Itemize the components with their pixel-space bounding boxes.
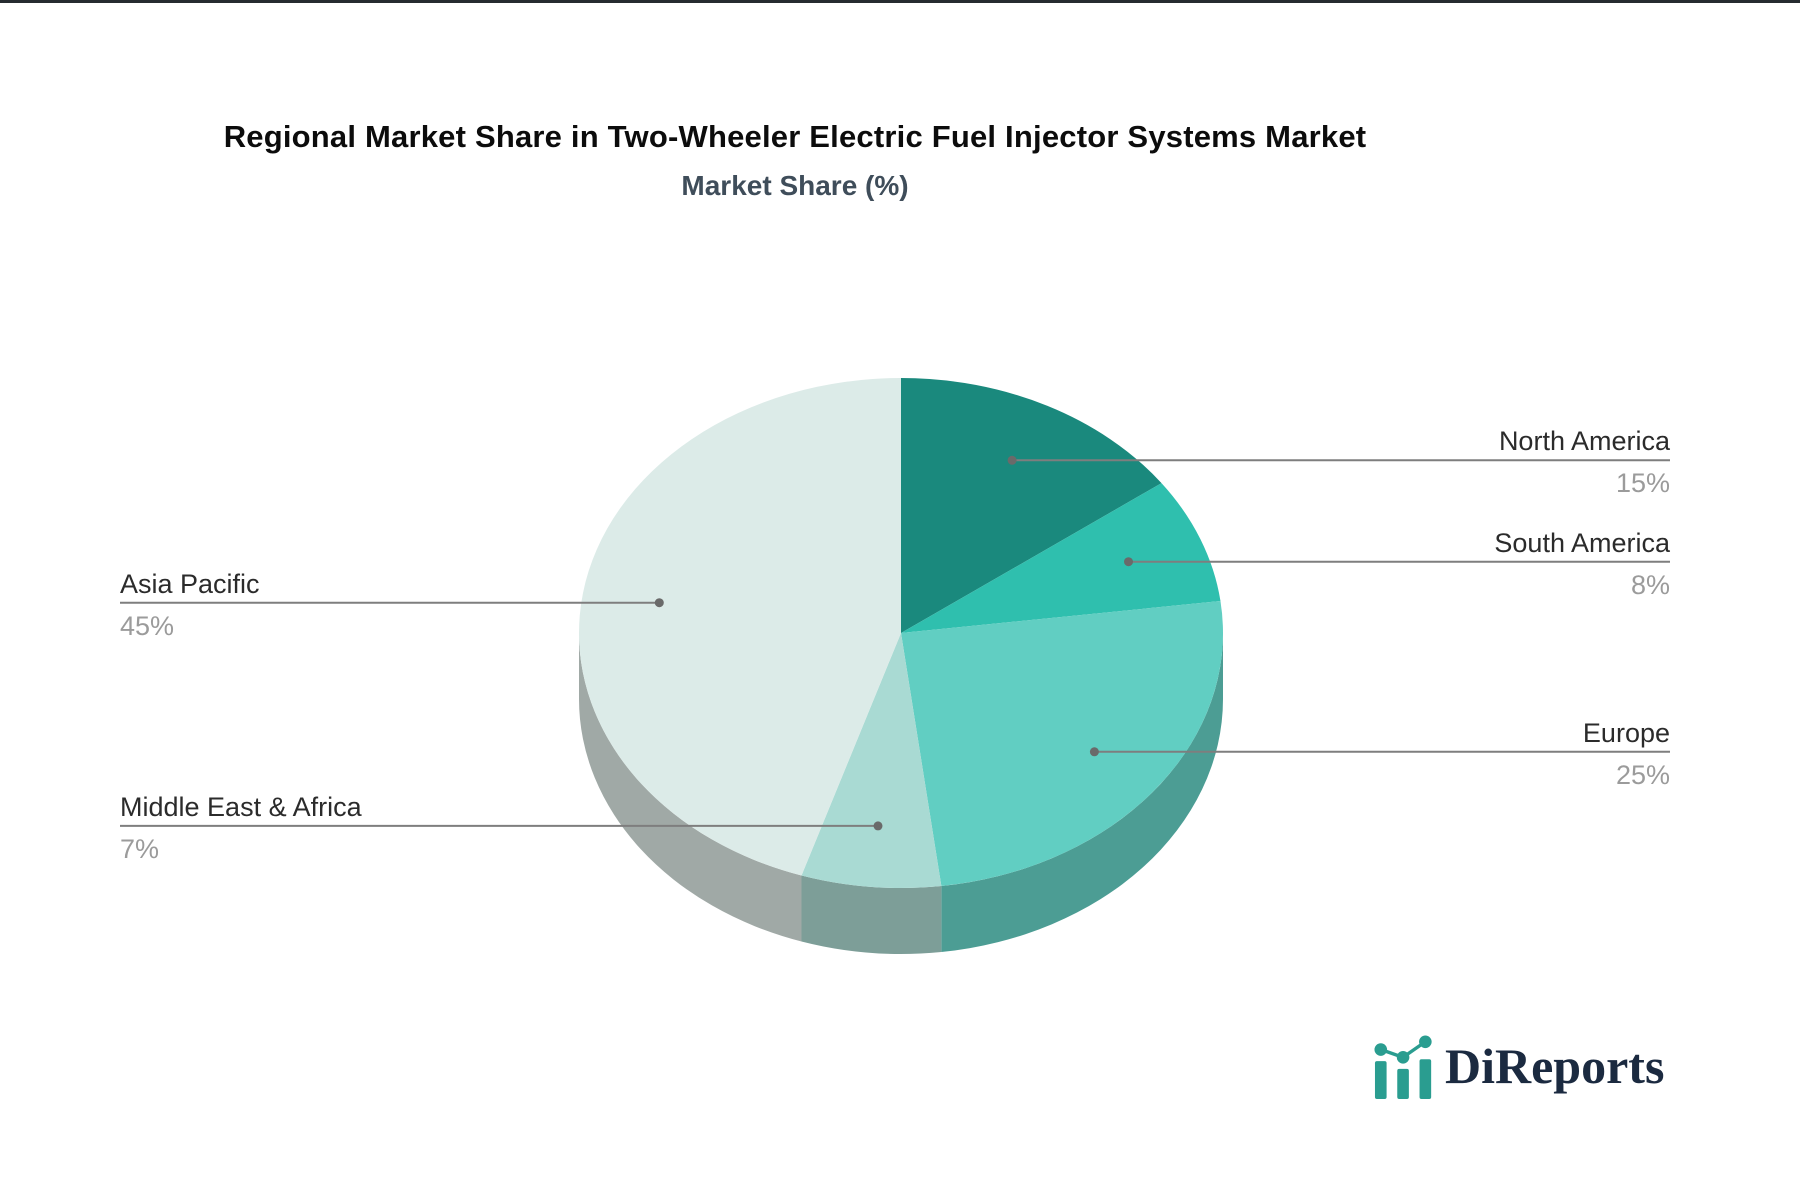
pie-slice-asia-pacific: [579, 378, 901, 876]
pie-slice-middle-east-africa: [801, 633, 942, 889]
leader-dot-europe: [1089, 747, 1099, 757]
pie-slice-side-asia-pacific: [579, 633, 802, 942]
slice-value-north-america: 15%: [1615, 468, 1670, 499]
brand-watermark: DiReports: [1374, 1033, 1664, 1099]
leader-dot-north-america: [1007, 455, 1017, 465]
slice-label-south-america: South America: [1494, 527, 1670, 558]
slice-label-middle-east-africa: Middle East & Africa: [120, 791, 362, 822]
pie-slice-north-america: [901, 378, 1162, 633]
slice-label-asia-pacific: Asia Pacific: [120, 568, 260, 599]
leader-dot-middle-east-africa: [873, 821, 883, 831]
slice-label-north-america: North America: [1498, 426, 1670, 457]
slice-value-asia-pacific: 45%: [120, 610, 175, 641]
chart-subtitle: Market Share (%): [681, 170, 909, 201]
slice-value-middle-east-africa: 7%: [120, 833, 160, 864]
brand-text: DiReports: [1445, 1038, 1665, 1094]
pie-slice-side-europe: [941, 633, 1223, 952]
pie-slice-side-middle-east-africa: [801, 875, 942, 955]
pie-slice-europe: [901, 601, 1223, 886]
slice-label-europe: Europe: [1582, 717, 1670, 748]
pie-chart: [120, 378, 1670, 955]
slice-value-south-america: 8%: [1630, 569, 1670, 600]
leader-dot-south-america: [1124, 557, 1133, 567]
slice-value-europe: 25%: [1615, 759, 1670, 790]
bar-line-chart-icon: [1374, 1035, 1432, 1099]
leader-dot-asia-pacific: [654, 598, 664, 608]
pie-slice-south-america: [901, 483, 1221, 633]
chart-title: Regional Market Share in Two-Wheeler Ele…: [223, 119, 1367, 154]
chart-header: Regional Market Share in Two-Wheeler Ele…: [0, 119, 1590, 202]
